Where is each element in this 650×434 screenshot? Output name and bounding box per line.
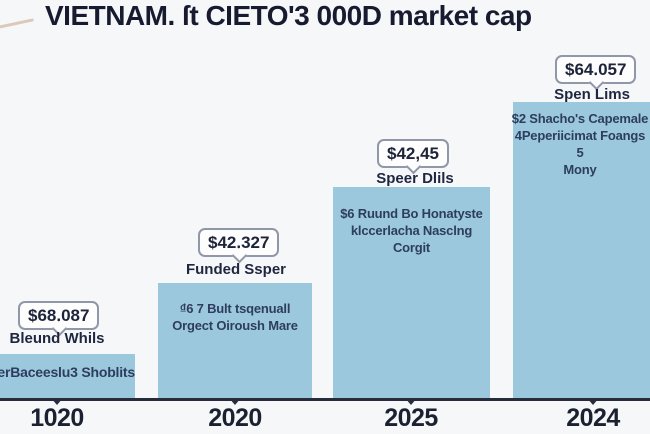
bar-caption-line: Corgit — [392, 240, 431, 255]
bar-caption-line: 4Peperiicimat Foangs 5 — [514, 128, 646, 160]
bar-caption-2020: ₫6 7 Bult tsqenuall Orgect Oiroush Mare — [158, 300, 312, 334]
bar-caption-line: perBaceeslu3 Shoblits — [0, 364, 135, 380]
axis-tick-icon — [587, 398, 599, 405]
bar-caption-1020: perBaceeslu3 Shoblits — [0, 364, 136, 381]
bar-2025 — [333, 187, 490, 399]
x-axis-line — [0, 398, 650, 401]
bar-caption-line: klccerlacha Nasclng — [350, 223, 473, 238]
bar-caption-line: ₫6 7 Bult tsqenuall — [179, 301, 291, 316]
x-tick-label-2020: 2020 — [208, 404, 262, 432]
bar-caption-line: $6 Ruund Bo Honatyste — [340, 206, 483, 221]
callout-sublabel-2020: Funded Ssper — [185, 261, 286, 278]
bar-caption-line: Mony — [563, 162, 597, 177]
axis-tick-icon — [405, 398, 417, 405]
bar-caption-line: $2 Shacho's Capemale — [511, 111, 649, 126]
decorative-stroke — [0, 18, 34, 29]
axis-tick-icon — [51, 398, 63, 405]
value-label: $68,087 — [28, 306, 90, 325]
value-label: $64,057 — [565, 60, 627, 79]
x-tick-label-1020: 1020 — [30, 404, 84, 432]
axis-tick-icon — [229, 398, 241, 405]
value-label: $42,327 — [208, 233, 270, 252]
callout-sublabel-2025: Speer Dlils — [376, 170, 454, 187]
value-callout-2024: $64,057 — [555, 55, 637, 91]
x-tick-label-2025: 2025 — [384, 404, 438, 432]
bar-caption-line: Orgect Oiroush Mare — [172, 318, 298, 333]
callout-sublabel-1020: Bleund Whils — [9, 330, 105, 347]
value-callout-1020: $68,087 — [18, 301, 100, 337]
callout-sublabel-2024: Spen Lims — [554, 86, 630, 103]
bar-2020 — [158, 283, 312, 399]
x-tick-label-2024: 2024 — [566, 404, 620, 432]
chart-title: VIETNAM. ſt CIETO'3 000D market cap — [45, 0, 532, 31]
bar-1020 — [0, 354, 135, 399]
value-label: $42,45 — [387, 144, 439, 163]
bar-caption-2024: $2 Shacho's Capemale 4Peperiicimat Foang… — [510, 110, 650, 178]
value-callout-2025: $42,45 — [377, 139, 449, 175]
bar-caption-2025: $6 Ruund Bo Honatyste klccerlacha Nascln… — [333, 205, 490, 256]
bar-2024 — [513, 102, 650, 399]
value-callout-2020: $42,327 — [198, 228, 280, 264]
